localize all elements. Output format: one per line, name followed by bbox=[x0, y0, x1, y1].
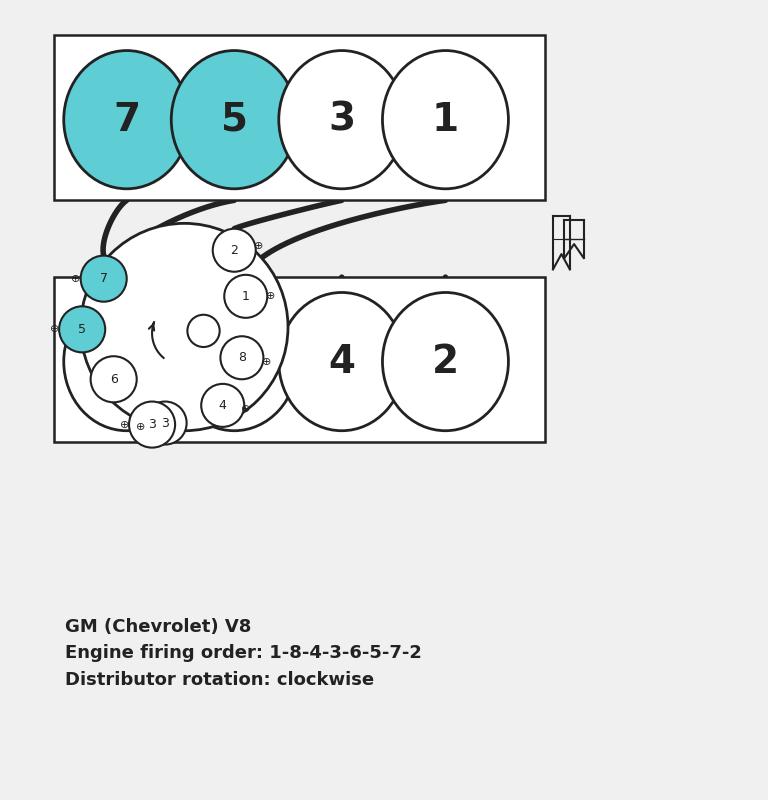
Text: 4: 4 bbox=[328, 342, 356, 381]
Text: 3: 3 bbox=[161, 417, 169, 430]
Text: ⊕: ⊕ bbox=[50, 324, 59, 334]
Text: 3: 3 bbox=[148, 418, 156, 431]
Text: 5: 5 bbox=[220, 101, 248, 138]
Ellipse shape bbox=[382, 50, 508, 189]
Text: 7: 7 bbox=[100, 272, 108, 285]
Ellipse shape bbox=[64, 50, 190, 189]
Ellipse shape bbox=[171, 50, 297, 189]
Circle shape bbox=[59, 306, 105, 352]
Text: 7: 7 bbox=[113, 101, 141, 138]
Text: ⊕: ⊕ bbox=[71, 274, 81, 284]
Circle shape bbox=[220, 336, 263, 379]
Text: 8: 8 bbox=[238, 351, 246, 364]
Text: 2: 2 bbox=[230, 244, 238, 257]
Circle shape bbox=[129, 402, 175, 448]
Circle shape bbox=[224, 275, 267, 318]
Text: GM (Chevrolet) V8: GM (Chevrolet) V8 bbox=[65, 618, 252, 635]
Bar bbox=[54, 277, 545, 442]
Circle shape bbox=[213, 229, 256, 272]
Bar bbox=[54, 35, 545, 200]
Circle shape bbox=[81, 223, 288, 430]
Ellipse shape bbox=[171, 293, 297, 430]
Circle shape bbox=[201, 384, 244, 427]
Circle shape bbox=[91, 356, 137, 402]
Text: 1: 1 bbox=[432, 101, 459, 138]
Text: 6: 6 bbox=[110, 373, 118, 386]
Ellipse shape bbox=[279, 50, 405, 189]
Text: 3: 3 bbox=[328, 101, 356, 138]
Text: 8: 8 bbox=[113, 342, 141, 381]
Circle shape bbox=[187, 314, 220, 347]
Text: ⊕: ⊕ bbox=[266, 291, 275, 302]
Text: 6: 6 bbox=[220, 342, 248, 381]
Circle shape bbox=[144, 402, 187, 445]
Text: 5: 5 bbox=[78, 323, 86, 336]
Text: ⊕: ⊕ bbox=[120, 419, 129, 430]
Ellipse shape bbox=[382, 293, 508, 430]
Text: Engine firing order: 1-8-4-3-6-5-7-2: Engine firing order: 1-8-4-3-6-5-7-2 bbox=[65, 645, 422, 662]
Ellipse shape bbox=[279, 293, 405, 430]
Text: ⊕: ⊕ bbox=[136, 422, 145, 432]
Text: Distributor rotation: clockwise: Distributor rotation: clockwise bbox=[65, 671, 375, 690]
Circle shape bbox=[81, 256, 127, 302]
Text: 2: 2 bbox=[432, 342, 459, 381]
Text: 4: 4 bbox=[219, 399, 227, 412]
Ellipse shape bbox=[64, 293, 190, 430]
Text: 1: 1 bbox=[242, 290, 250, 303]
Text: ⊕: ⊕ bbox=[241, 404, 250, 414]
Text: ⊕: ⊕ bbox=[262, 357, 271, 366]
Text: ⊕: ⊕ bbox=[254, 241, 263, 250]
